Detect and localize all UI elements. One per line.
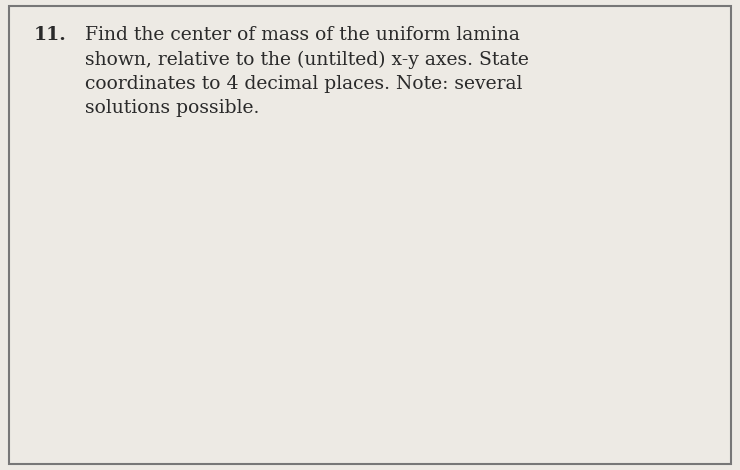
Text: 30°: 30° bbox=[184, 397, 212, 414]
Text: 11.: 11. bbox=[33, 26, 66, 44]
Text: y: y bbox=[145, 202, 155, 219]
Polygon shape bbox=[141, 253, 225, 423]
Text: Find the center of mass of the uniform lamina
shown, relative to the (untilted) : Find the center of mass of the uniform l… bbox=[85, 26, 529, 117]
Text: x: x bbox=[363, 416, 373, 434]
Text: 1: 1 bbox=[156, 338, 169, 356]
